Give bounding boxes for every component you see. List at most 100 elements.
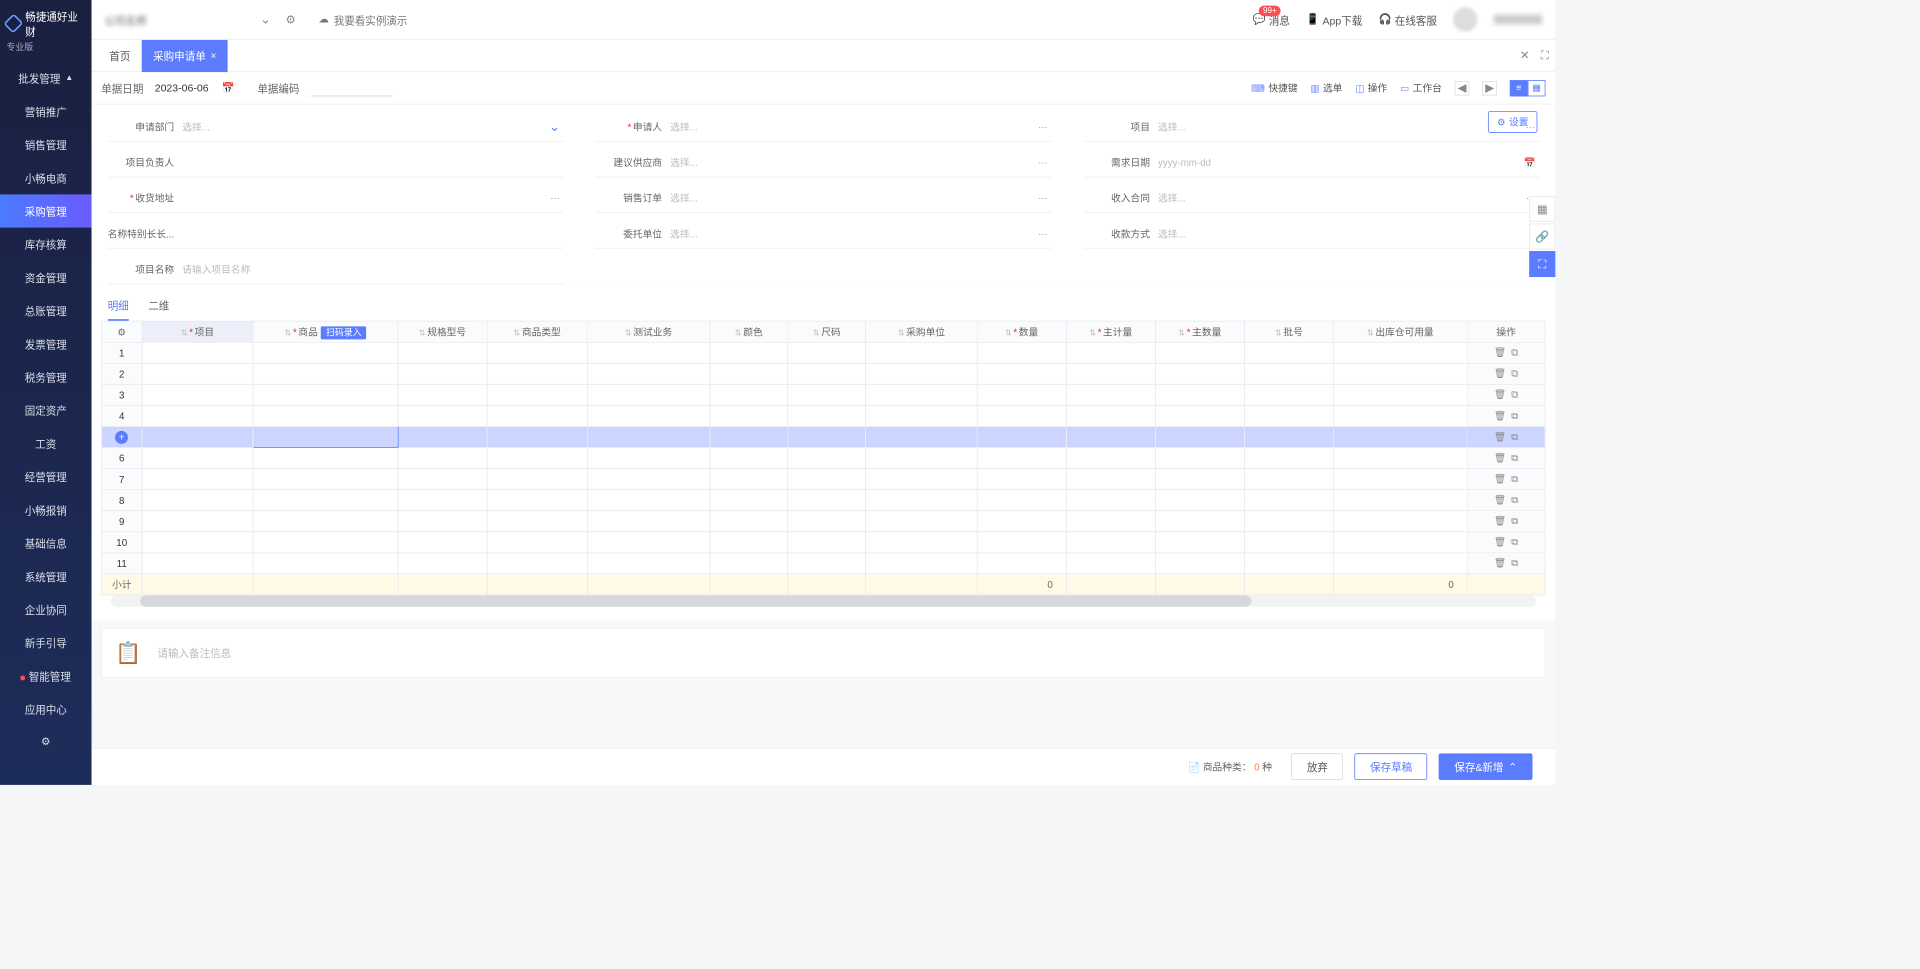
grid-cell[interactable]	[253, 384, 398, 405]
more-icon[interactable]: ⋯	[1038, 192, 1048, 203]
grid-cell[interactable]	[1244, 532, 1333, 553]
grid-cell[interactable]	[253, 405, 398, 426]
grid-cell[interactable]	[1066, 384, 1155, 405]
copy-icon[interactable]: ⧉	[1511, 410, 1518, 421]
delete-icon[interactable]: 🗑	[1494, 536, 1506, 547]
grid-cell[interactable]	[1155, 405, 1244, 426]
tab-1[interactable]: 采购申请单×	[142, 40, 228, 72]
grid-cell[interactable]	[866, 553, 977, 574]
grid-cell[interactable]	[866, 490, 977, 511]
grid-cell[interactable]	[1244, 405, 1333, 426]
grid-cell[interactable]	[710, 490, 788, 511]
sidebar-item-9[interactable]: 固定资产	[0, 394, 92, 427]
grid-cell[interactable]	[1244, 490, 1333, 511]
sidebar-item-4[interactable]: 库存核算	[0, 228, 92, 261]
sidebar-item-8[interactable]: 税务管理	[0, 360, 92, 393]
rail-btn-1[interactable]: ▦	[1529, 196, 1555, 222]
grid-col-4[interactable]: ⇅测试业务	[587, 321, 710, 342]
grid-cell[interactable]	[866, 363, 977, 384]
grid-cell[interactable]	[1066, 342, 1155, 363]
sidebar-item-0[interactable]: 营销推广	[0, 95, 92, 128]
grid-cell[interactable]	[788, 405, 866, 426]
form-field-6[interactable]: *收货地址⋯	[108, 184, 563, 213]
horizontal-scrollbar-thumb[interactable]	[140, 595, 1251, 606]
grid-col-2[interactable]: ⇅规格型号	[398, 321, 487, 342]
chevron-down-icon[interactable]: ⌄	[260, 11, 271, 27]
grid-cell[interactable]	[1333, 426, 1467, 447]
avatar[interactable]	[1453, 7, 1477, 31]
app-download-button[interactable]: 📱 App下载	[1306, 12, 1362, 27]
copy-icon[interactable]: ⧉	[1511, 515, 1518, 526]
form-field-3[interactable]: 项目负责人	[108, 148, 563, 177]
grid-cell[interactable]	[1333, 553, 1467, 574]
grid-cell[interactable]	[587, 384, 710, 405]
grid-col-10[interactable]: ⇅*主数量	[1155, 321, 1244, 342]
grid-cell[interactable]	[710, 363, 788, 384]
grid-gear-icon[interactable]: ⚙	[102, 321, 142, 342]
grid-cell[interactable]	[142, 511, 253, 532]
table-row[interactable]: 9🗑⧉	[102, 511, 1545, 532]
sidebar-item-11[interactable]: 经营管理	[0, 460, 92, 493]
grid-cell[interactable]	[788, 342, 866, 363]
sidebar-item-3[interactable]: 采购管理	[0, 194, 92, 227]
grid-cell[interactable]	[1333, 405, 1467, 426]
next-arrow-icon[interactable]: ▶	[1482, 81, 1497, 96]
grid-cell[interactable]	[1244, 342, 1333, 363]
grid-cell[interactable]	[977, 384, 1066, 405]
table-row[interactable]: 4🗑⧉	[102, 405, 1545, 426]
demo-link[interactable]: ☁ 我要看实例演示	[318, 12, 407, 27]
grid-cell[interactable]	[1333, 384, 1467, 405]
grid-cell[interactable]	[398, 490, 487, 511]
grid-cell[interactable]	[587, 448, 710, 469]
delete-icon[interactable]: 🗑	[1494, 368, 1506, 379]
grid-cell[interactable]	[587, 469, 710, 490]
grid-cell[interactable]	[1066, 532, 1155, 553]
grid-cell[interactable]	[1155, 469, 1244, 490]
detail-tab-0[interactable]: 明细	[108, 297, 129, 320]
table-row[interactable]: 6🗑⧉	[102, 448, 1545, 469]
copy-icon[interactable]: ⧉	[1511, 473, 1518, 484]
grid-cell[interactable]	[487, 532, 587, 553]
grid-cell[interactable]	[398, 363, 487, 384]
form-field-9[interactable]: 名称特别长长...	[108, 220, 563, 249]
grid-cell[interactable]	[977, 363, 1066, 384]
code-input[interactable]	[311, 80, 392, 96]
more-icon[interactable]: ⋯	[1526, 121, 1536, 132]
org-selector[interactable]: 公司名称	[104, 12, 146, 27]
grid-cell[interactable]	[977, 511, 1066, 532]
grid-cell[interactable]	[142, 448, 253, 469]
grid-cell[interactable]	[1155, 426, 1244, 447]
grid-cell[interactable]	[710, 532, 788, 553]
grid-cell[interactable]	[1155, 448, 1244, 469]
view-list-icon[interactable]: ≡	[1510, 80, 1528, 96]
grid-cell[interactable]	[1333, 532, 1467, 553]
grid-cell[interactable]	[398, 553, 487, 574]
grid-cell[interactable]	[1155, 511, 1244, 532]
grid-cell[interactable]	[487, 405, 587, 426]
grid-cell[interactable]	[142, 426, 253, 447]
grid-cell[interactable]	[866, 384, 977, 405]
grid-cell[interactable]	[710, 405, 788, 426]
form-field-7[interactable]: 销售订单选择...⋯	[596, 184, 1051, 213]
header-link-2[interactable]: ◫操作	[1355, 81, 1387, 95]
grid-cell[interactable]	[1244, 469, 1333, 490]
grid-cell[interactable]	[866, 469, 977, 490]
grid-cell[interactable]	[1066, 363, 1155, 384]
rail-expand-icon[interactable]: ⛶	[1529, 251, 1555, 277]
grid-cell[interactable]	[253, 363, 398, 384]
copy-icon[interactable]: ⧉	[1511, 494, 1518, 505]
grid-cell[interactable]	[710, 384, 788, 405]
grid-cell[interactable]	[1244, 511, 1333, 532]
grid-cell[interactable]	[788, 384, 866, 405]
form-field-0[interactable]: 申请部门选择...⌄	[108, 113, 563, 142]
grid-cell[interactable]	[866, 448, 977, 469]
sidebar-item-1[interactable]: 销售管理	[0, 128, 92, 161]
grid-cell[interactable]	[398, 426, 487, 447]
grid-cell[interactable]	[1333, 363, 1467, 384]
header-link-0[interactable]: ⌨快捷键	[1251, 81, 1297, 95]
grid-cell[interactable]	[253, 553, 398, 574]
grid-cell[interactable]	[142, 469, 253, 490]
table-row[interactable]: 8🗑⧉	[102, 490, 1545, 511]
grid-cell[interactable]	[977, 405, 1066, 426]
sidebar-settings[interactable]: ⚙	[0, 726, 92, 758]
